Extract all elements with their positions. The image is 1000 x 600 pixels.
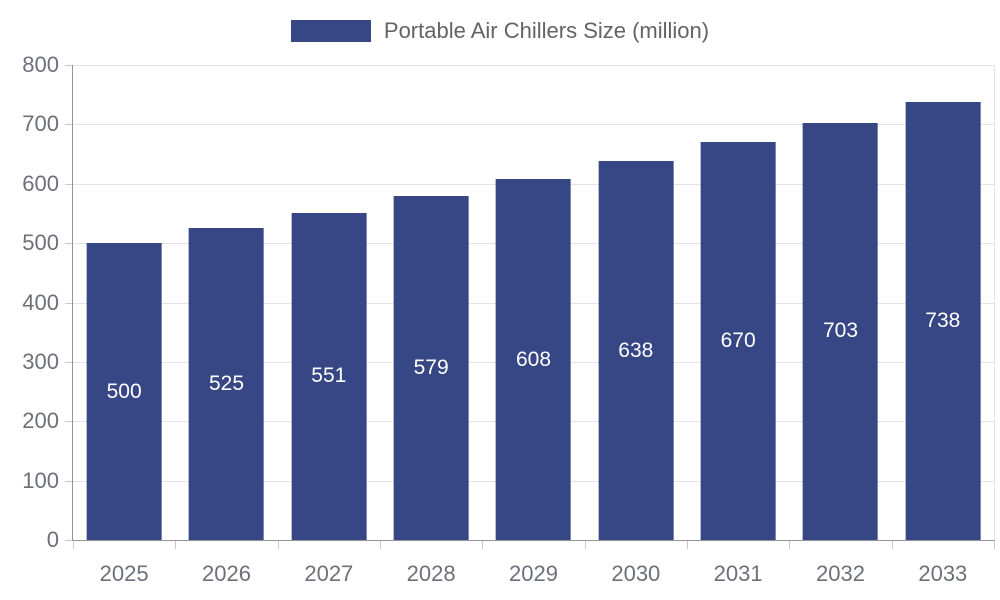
bar-2033[interactable]: 738 xyxy=(905,101,981,540)
y-axis-label-600: 600 xyxy=(22,170,59,196)
y-axis-label-400: 400 xyxy=(22,289,59,315)
bar-slot-2025: 500 xyxy=(73,65,175,540)
bar-2029[interactable]: 608 xyxy=(496,179,571,540)
y-axis-label-800: 800 xyxy=(22,52,59,77)
y-axis-label-0: 0 xyxy=(46,527,59,552)
bar-slot-2027: 551 xyxy=(278,65,380,540)
bar-value-2033: 738 xyxy=(925,308,961,332)
x-axis-label-2030: 2030 xyxy=(611,561,661,586)
x-axis-label-2027: 2027 xyxy=(304,561,354,586)
bar-value-2030: 638 xyxy=(618,338,654,362)
x-axis-tick-6 xyxy=(687,541,688,549)
bar-value-2026: 525 xyxy=(208,372,245,396)
x-axis-tick-5 xyxy=(584,541,586,549)
x-axis-label-2026: 2026 xyxy=(202,561,251,586)
bar-value-2029: 608 xyxy=(515,347,552,371)
bar-2026[interactable]: 525 xyxy=(189,228,264,540)
legend-item[interactable]: Portable Air Chillers Size (million) xyxy=(0,17,1000,45)
bar-value-2031: 670 xyxy=(720,329,756,353)
y-axis-label-100: 100 xyxy=(22,467,59,493)
bar-2030[interactable]: 638 xyxy=(598,161,674,540)
y-axis-label-200: 200 xyxy=(22,408,59,434)
bar-slot-2031: 670 xyxy=(687,65,789,540)
x-axis-tick-2 xyxy=(277,541,279,549)
x-axis-label-2029: 2029 xyxy=(509,561,558,586)
bar-slot-2026: 525 xyxy=(175,65,277,540)
x-axis-label-2028: 2028 xyxy=(406,561,456,586)
bar-slot-2029: 608 xyxy=(482,65,584,540)
x-axis-tick-9 xyxy=(994,541,995,549)
x-axis-label-2031: 2031 xyxy=(713,561,763,586)
y-axis-tick-700 xyxy=(65,124,72,126)
bar-slot-2032: 703 xyxy=(789,65,891,540)
y-axis-tick-800 xyxy=(65,65,72,66)
x-axis-label-2032: 2032 xyxy=(816,561,865,586)
bar-2032[interactable]: 703 xyxy=(803,122,878,540)
bar-slot-2028: 579 xyxy=(380,65,482,540)
bar-2028[interactable]: 579 xyxy=(393,196,469,540)
bar-2027[interactable]: 551 xyxy=(291,212,367,540)
bar-value-2032: 703 xyxy=(822,319,859,343)
y-axis-label-700: 700 xyxy=(22,111,59,137)
x-axis-tick-3 xyxy=(380,541,381,549)
bar-value-2027: 551 xyxy=(311,364,347,388)
x-axis-tick-1 xyxy=(175,541,177,549)
y-axis-tick-300 xyxy=(65,361,72,363)
x-axis-label-2033: 2033 xyxy=(918,561,968,586)
y-axis-tick-0 xyxy=(65,540,72,541)
y-axis-tick-500 xyxy=(65,243,72,245)
y-axis-tick-600 xyxy=(65,183,72,185)
bar-value-2028: 579 xyxy=(413,356,449,380)
bar-value-2025: 500 xyxy=(106,379,142,403)
bar-slot-2030: 638 xyxy=(585,65,687,540)
x-axis-label-2025: 2025 xyxy=(99,561,149,586)
y-axis-label-500: 500 xyxy=(22,230,59,256)
y-axis-tick-400 xyxy=(65,302,72,304)
plot-area: 0 100 200 300 400 500 600 700 800 500 2025 525 2026 5… xyxy=(22,52,995,586)
x-axis-tick-8 xyxy=(891,541,893,549)
legend-label: Portable Air Chillers Size (million) xyxy=(383,18,710,43)
y-axis-tick-100 xyxy=(65,480,72,482)
bar-2025[interactable]: 500 xyxy=(86,243,162,540)
gridline-700 xyxy=(73,124,994,126)
x-axis-tick-0 xyxy=(73,541,74,549)
x-axis-tick-7 xyxy=(789,541,791,549)
y-axis-label-300: 300 xyxy=(22,348,59,374)
y-axis-tick-200 xyxy=(65,421,72,423)
bar-slot-2033: 738 xyxy=(892,65,994,540)
bar-2031[interactable]: 670 xyxy=(700,142,776,540)
gridline-800 xyxy=(73,65,994,66)
x-axis-tick-4 xyxy=(482,541,484,549)
legend-swatch xyxy=(290,20,371,42)
